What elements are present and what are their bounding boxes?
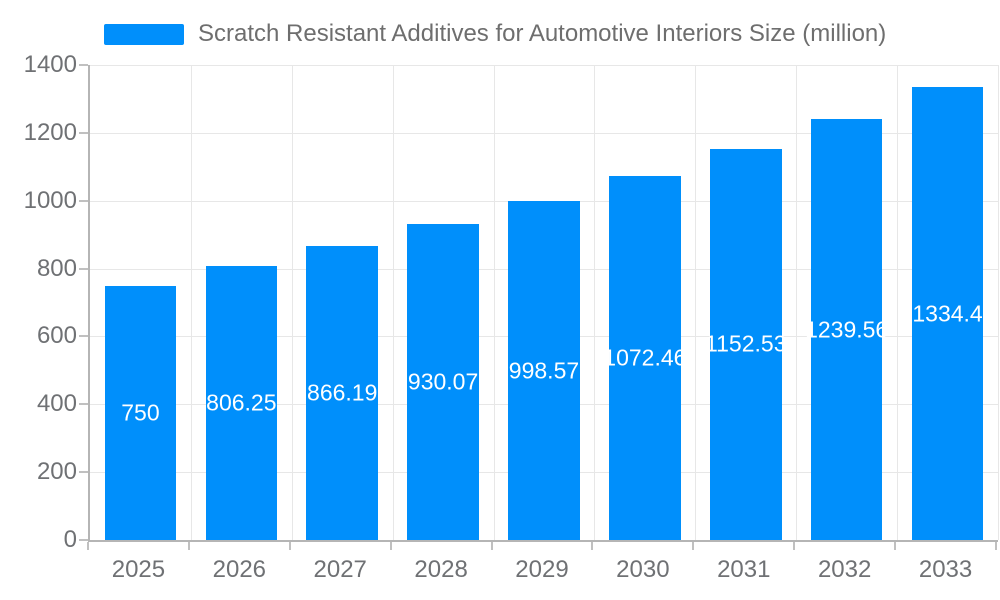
y-axis-label: 600 [36,322,77,350]
gridline [998,65,999,540]
y-axis-label: 1400 [23,51,77,78]
x-axis-label: 2033 [918,556,973,583]
x-axis-tick-icon [692,542,695,550]
bar[interactable]: 1072.46 [603,176,686,540]
bar[interactable]: 998.57 [508,201,580,540]
y-axis-label: 400 [36,390,77,418]
gridline [190,65,192,540]
x-axis-label: 2032 [817,556,872,583]
gridline [392,65,394,540]
bar[interactable]: 930.07 [407,224,479,540]
legend-marker-icon [104,23,184,45]
y-axis-tick-icon [79,403,88,406]
x-axis-tick-icon [793,542,796,550]
x-axis-label: 2029 [515,556,569,583]
x-axis-tick-icon [894,542,897,550]
x-axis-tick-icon [389,542,392,550]
x-axis-label: 2031 [717,556,771,583]
legend-label: Scratch Resistant Additives for Automoti… [198,20,887,47]
y-axis-label: 0 [63,526,77,553]
x-axis-tick-icon [187,542,190,550]
gridline [796,65,798,540]
x-axis-label: 2028 [414,556,468,583]
bar-value-label: 1152.53 [705,330,787,357]
x-axis-tick-icon [288,542,291,550]
x-axis-label: 2027 [313,556,367,583]
gridline [594,65,596,540]
bar[interactable]: 1239.56 [805,119,888,540]
y-axis-tick-icon [79,267,88,270]
bar-value-label: 998.57 [508,357,580,384]
gridline [291,65,293,540]
x-axis-tick-icon [995,542,997,550]
bar[interactable]: 1152.53 [705,148,786,540]
bar[interactable]: 866.19 [306,246,379,540]
legend-item[interactable]: Scratch Resistant Additives for Automoti… [104,20,886,48]
y-axis-tick-icon [79,131,88,134]
bar-value-label: 1072.46 [603,344,687,371]
bar-value-label: 806.25 [206,389,277,416]
x-axis-label: 2026 [212,556,267,583]
y-axis-tick-icon [79,64,88,66]
x-axis-label: 2030 [616,556,670,583]
gridline [695,65,697,540]
x-axis-tick-icon [87,542,89,550]
y-axis-tick-icon [79,199,88,202]
y-axis-label: 1200 [23,118,77,146]
bar[interactable]: 806.25 [205,266,278,540]
y-axis-label: 200 [36,458,77,486]
x-axis-label: 2025 [111,556,166,583]
x-axis-tick-icon [591,542,594,550]
y-axis-tick-icon [79,335,88,338]
bar-value-label: 1239.56 [805,316,889,343]
y-axis-tick-icon [79,471,88,474]
plot-area: 750 806.25 866.19 930.07 998.57 1072.46 1152.5… [88,65,999,542]
bar-value-label: 750 [121,399,160,426]
y-axis-tick-icon [79,539,88,541]
bar-value-label: 866.19 [307,379,378,406]
bar-value-label: 1334.4 [912,300,983,327]
gridline [897,65,899,540]
bar-value-label: 930.07 [407,368,479,395]
y-axis-label: 800 [36,254,77,282]
gridline [90,65,998,66]
bar[interactable]: 1334.4 [911,87,984,540]
y-axis-label: 1000 [23,186,77,214]
gridline [493,65,495,540]
bar[interactable]: 750 [104,285,177,540]
x-axis-tick-icon [490,542,493,550]
gridline [90,132,998,134]
